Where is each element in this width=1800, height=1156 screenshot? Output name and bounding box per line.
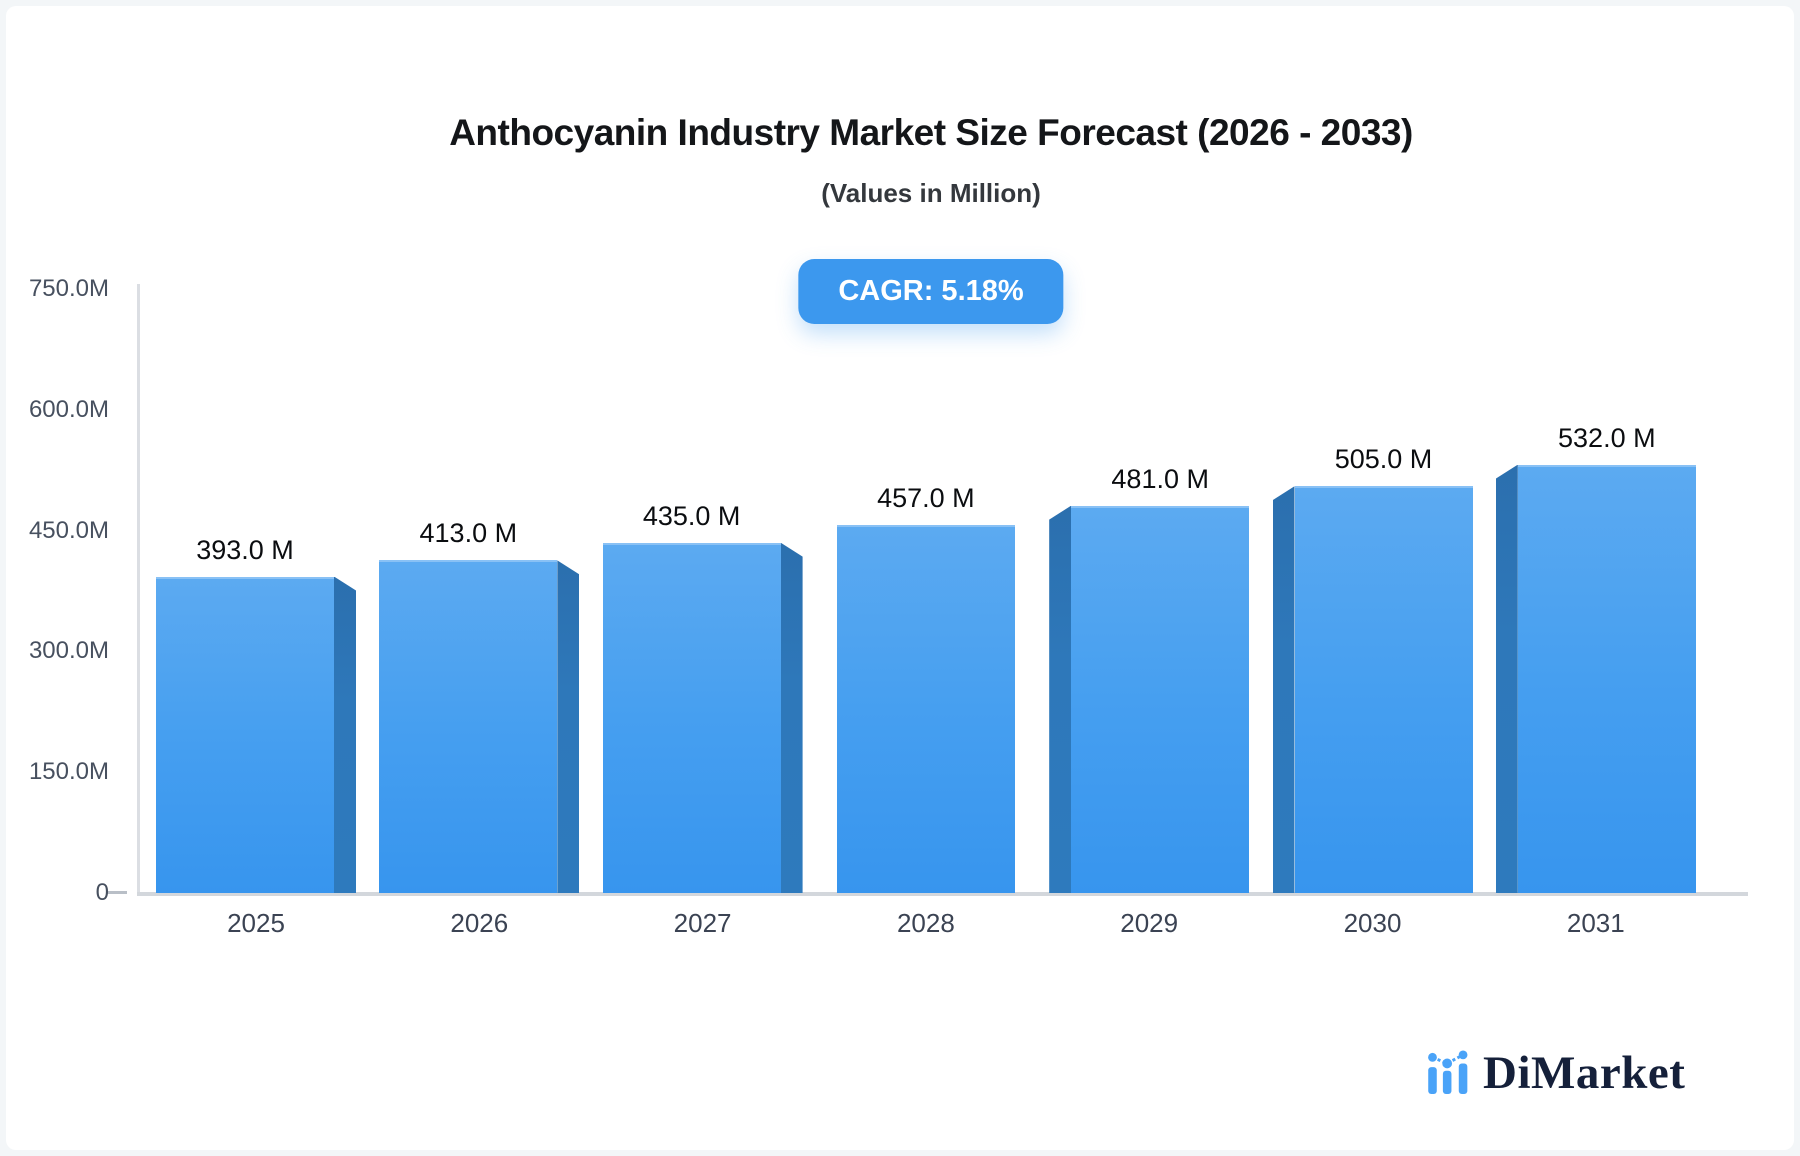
bar-face [1071,505,1250,893]
bar-group: 393.0 M [156,535,356,893]
chart-title: Anthocyanin Industry Market Size Forecas… [449,112,1413,153]
x-tick-label: 2028 [896,908,955,938]
bar-face [156,576,334,893]
bar-side-face [1272,486,1295,893]
cagr-badge: CAGR: 5.18% [798,259,1064,324]
x-tick-label: 2025 [227,908,285,938]
bar-group: 457.0 M [826,483,1026,893]
bar-group: 505.0 M [1272,444,1473,893]
zero-tick-mark [108,891,127,894]
bar-value-label: 393.0 M [196,534,294,565]
x-axis-line [137,892,1748,896]
x-tick-label: 2031 [1566,908,1625,938]
y-tick-label: 150.0M [28,758,109,786]
bar-value-label: 435.0 M [642,500,741,531]
bar-value-label: 457.0 M [877,482,975,513]
bar-chart-icon [1428,1049,1468,1094]
bar-value-label: 481.0 M [1111,463,1209,494]
bar-value-label: 413.0 M [419,518,518,549]
bar-side-face [334,576,356,893]
chart-card: Anthocyanin Industry Market Size Forecas… [6,6,1794,1150]
x-tick-label: 2027 [673,908,732,938]
bar-side-face [1495,464,1518,893]
bar-face [1294,486,1473,893]
bar-face [602,542,781,893]
brand-logo: DiMarket [1428,1046,1685,1097]
bar-side-face [557,560,580,893]
x-tick-label: 2030 [1343,908,1402,938]
bar-group: 481.0 M [1049,464,1250,893]
y-tick-label: 450.0M [28,516,109,544]
y-tick-label: 0 [95,879,109,906]
chart-subtitle: (Values in Million) [821,178,1041,208]
bar-group: 532.0 M [1495,423,1696,893]
bar-face [836,524,1015,893]
bar-side-face [1049,505,1072,893]
bar-side-face [780,542,803,893]
x-tick-label: 2026 [450,908,509,938]
bar-value-label: 532.0 M [1558,422,1656,453]
y-axis-line [137,284,140,895]
y-tick-label: 750.0M [28,275,109,302]
bar-face [1517,464,1696,893]
y-tick-label: 600.0M [28,395,109,423]
y-tick-label: 300.0M [28,637,109,665]
bar-face [379,560,558,893]
x-tick-label: 2029 [1120,908,1179,938]
bar-group: 413.0 M [379,518,580,893]
bar-group: 435.0 M [602,501,803,893]
bar-value-label: 505.0 M [1334,444,1433,475]
brand-name: DiMarket [1483,1047,1686,1099]
